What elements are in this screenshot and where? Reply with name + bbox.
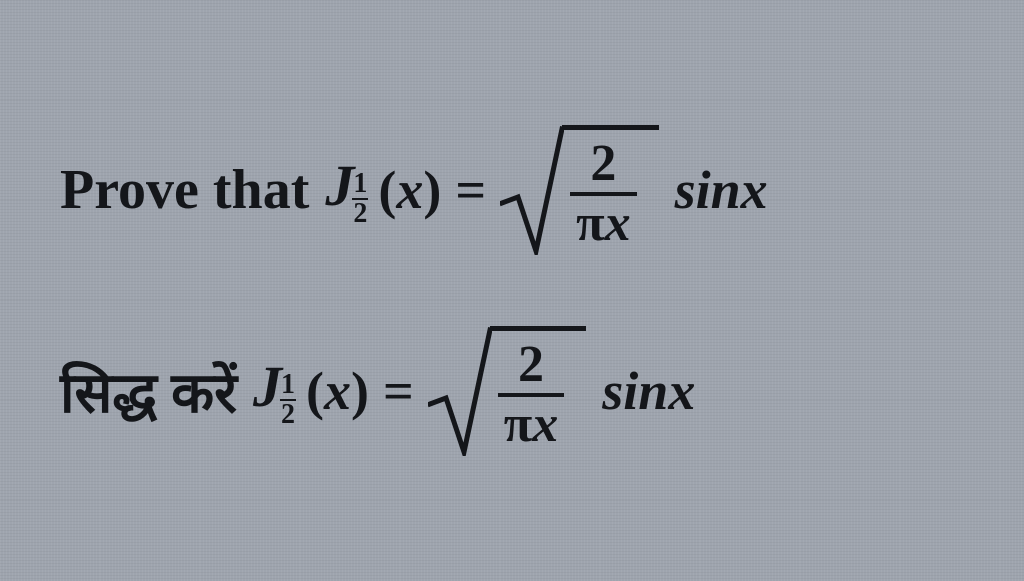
fraction-denominator: πx bbox=[570, 196, 637, 252]
prefix-text: Prove that bbox=[60, 158, 309, 222]
fraction-denominator: πx bbox=[498, 397, 565, 453]
radicand: 2 πx bbox=[562, 125, 659, 256]
argument-parens: (x) bbox=[378, 159, 441, 221]
arg-variable: x bbox=[324, 361, 351, 421]
argument-parens: (x) bbox=[306, 360, 369, 422]
radical-icon bbox=[428, 326, 492, 456]
subscript-denominator: 2 bbox=[352, 200, 368, 228]
pi-symbol: π bbox=[504, 396, 533, 453]
bessel-J-subscript: J 1 2 bbox=[325, 152, 368, 228]
paren-open: ( bbox=[378, 160, 396, 220]
subscript-denominator: 2 bbox=[280, 401, 296, 429]
arg-variable: x bbox=[396, 160, 423, 220]
letter-J: J bbox=[325, 152, 354, 219]
radicand: 2 πx bbox=[490, 326, 587, 457]
letter-J: J bbox=[253, 353, 282, 420]
prefix-text-hindi: सिद्ध करें bbox=[60, 353, 237, 429]
denominator-x: x bbox=[532, 396, 558, 453]
paren-open: ( bbox=[306, 361, 324, 421]
sinx-tail: sinx bbox=[602, 360, 695, 422]
subscript-fraction: 1 2 bbox=[280, 371, 296, 429]
equation-line-1: Prove that J 1 2 (x) = 2 πx sinx bbox=[60, 125, 984, 256]
sinx-tail: sinx bbox=[675, 159, 768, 221]
paren-close: ) bbox=[351, 361, 369, 421]
square-root: 2 πx bbox=[500, 125, 659, 256]
fraction-numerator: 2 bbox=[584, 136, 622, 192]
bessel-J-subscript: J 1 2 bbox=[253, 353, 296, 429]
fraction: 2 πx bbox=[498, 337, 565, 453]
equation-line-2: सिद्ध करें J 1 2 (x) = 2 πx sinx bbox=[60, 326, 984, 457]
fraction-numerator: 2 bbox=[512, 337, 550, 393]
radical-icon bbox=[500, 125, 564, 255]
pi-symbol: π bbox=[576, 195, 605, 252]
square-root: 2 πx bbox=[428, 326, 587, 457]
subscript-numerator: 1 bbox=[280, 371, 296, 399]
subscript-fraction: 1 2 bbox=[352, 170, 368, 228]
subscript-numerator: 1 bbox=[352, 170, 368, 198]
paren-close: ) bbox=[423, 160, 441, 220]
fraction: 2 πx bbox=[570, 136, 637, 252]
equals-sign: = bbox=[455, 159, 486, 221]
equals-sign: = bbox=[383, 360, 414, 422]
denominator-x: x bbox=[605, 195, 631, 252]
